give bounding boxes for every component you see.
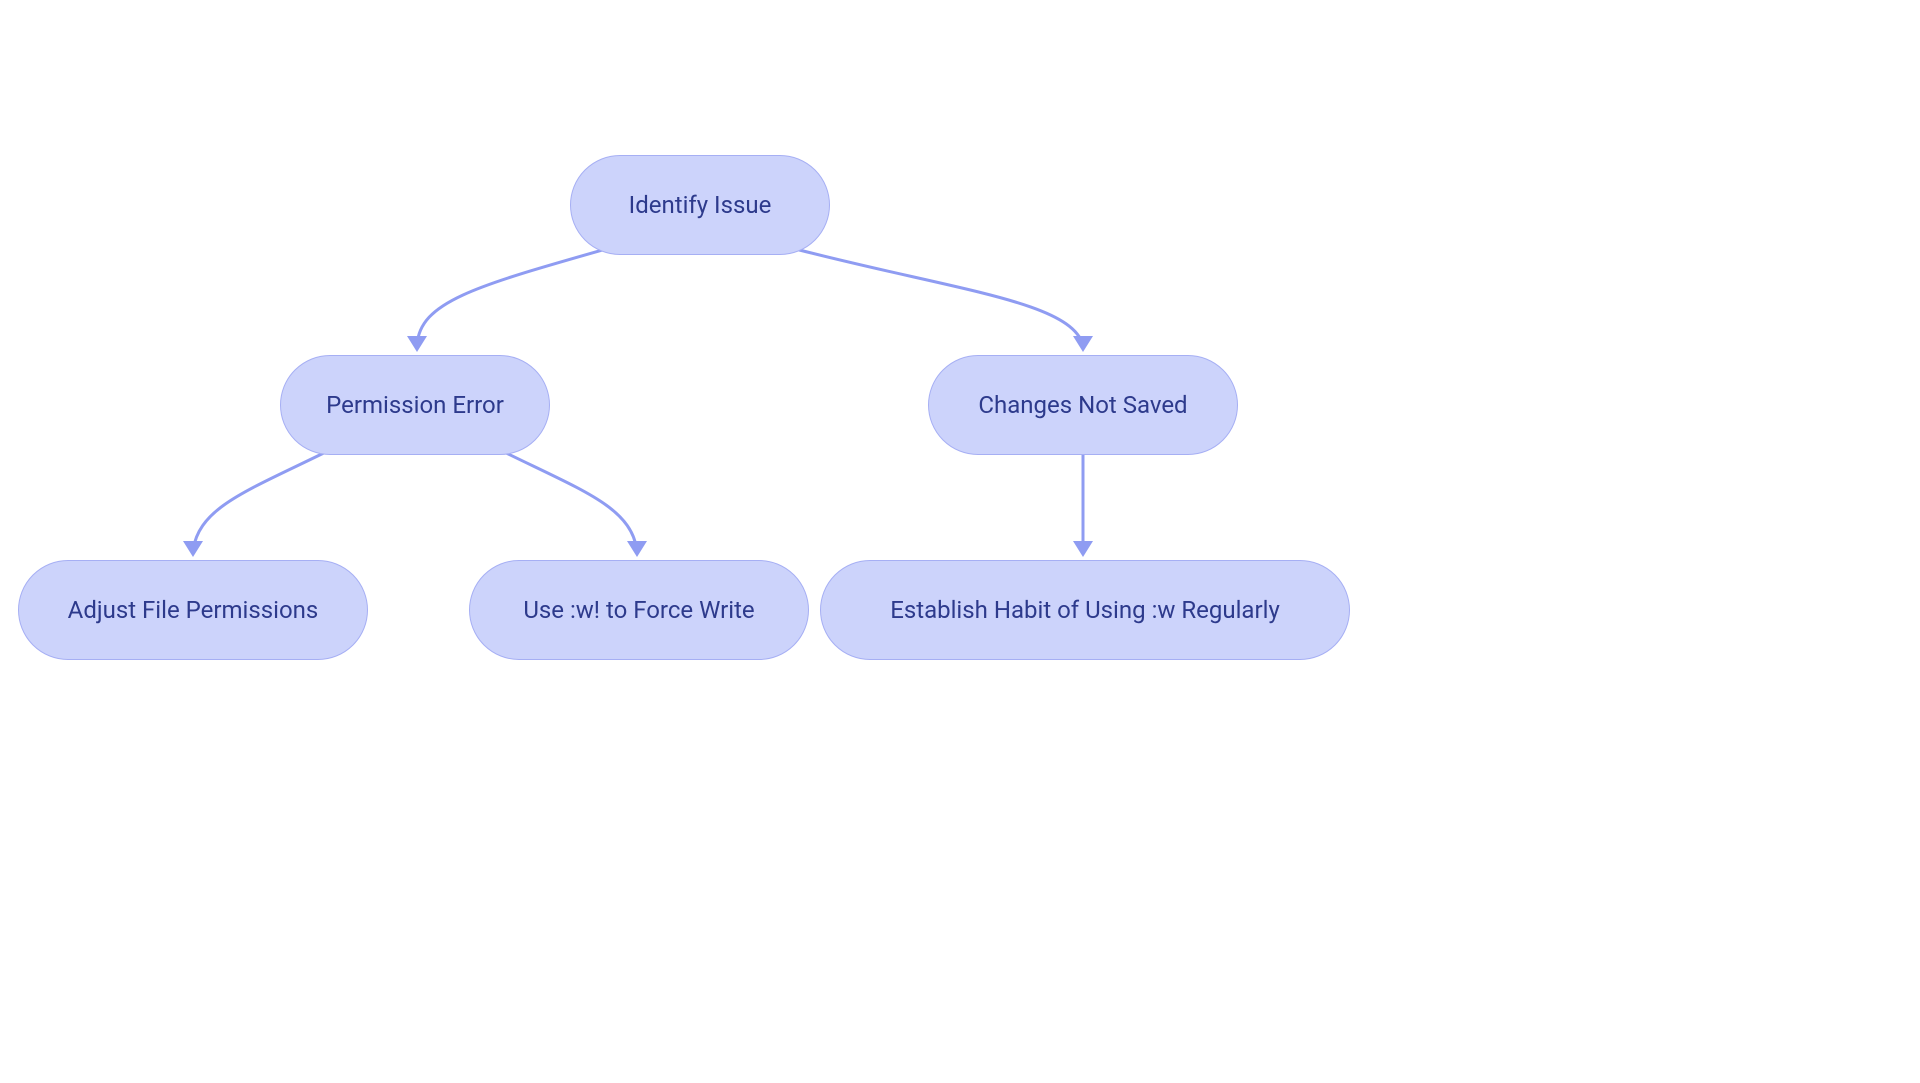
edge-identify-to-notsaved — [780, 245, 1083, 345]
node-label-notsaved: Changes Not Saved — [978, 391, 1187, 419]
node-adjust: Adjust File Permissions — [18, 560, 368, 660]
node-label-adjust: Adjust File Permissions — [68, 596, 319, 624]
node-label-perm: Permission Error — [326, 391, 504, 419]
edge-perm-to-adjust — [193, 445, 340, 550]
node-perm: Permission Error — [280, 355, 550, 455]
node-label-forcew: Use :w! to Force Write — [523, 596, 754, 624]
node-label-identify: Identify Issue — [629, 191, 772, 219]
node-habit: Establish Habit of Using :w Regularly — [820, 560, 1350, 660]
node-notsaved: Changes Not Saved — [928, 355, 1238, 455]
node-label-habit: Establish Habit of Using :w Regularly — [890, 596, 1280, 624]
flowchart-edges — [0, 0, 1920, 1083]
node-identify: Identify Issue — [570, 155, 830, 255]
edge-perm-to-forcew — [490, 445, 637, 550]
edge-identify-to-perm — [417, 245, 620, 345]
node-forcew: Use :w! to Force Write — [469, 560, 809, 660]
